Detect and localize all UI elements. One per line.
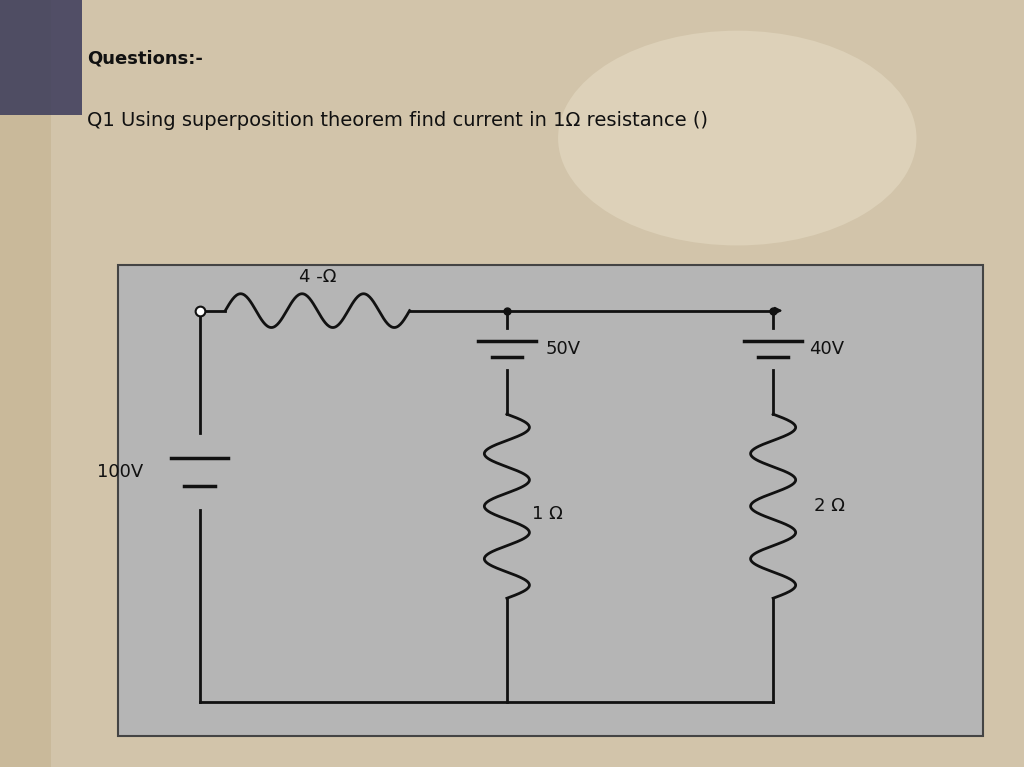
Text: 50V: 50V: [546, 340, 581, 358]
Text: Questions:-: Questions:-: [87, 50, 203, 67]
Text: Q1 Using superposition theorem find current in 1Ω resistance (): Q1 Using superposition theorem find curr…: [87, 111, 708, 130]
Text: 2 Ω: 2 Ω: [814, 497, 845, 515]
Text: 40V: 40V: [809, 340, 844, 358]
Text: 4 -Ω: 4 -Ω: [299, 268, 336, 286]
Ellipse shape: [558, 31, 916, 245]
Polygon shape: [0, 0, 82, 115]
Text: 100V: 100V: [97, 463, 143, 481]
FancyBboxPatch shape: [118, 265, 983, 736]
Text: 1 Ω: 1 Ω: [532, 505, 563, 523]
